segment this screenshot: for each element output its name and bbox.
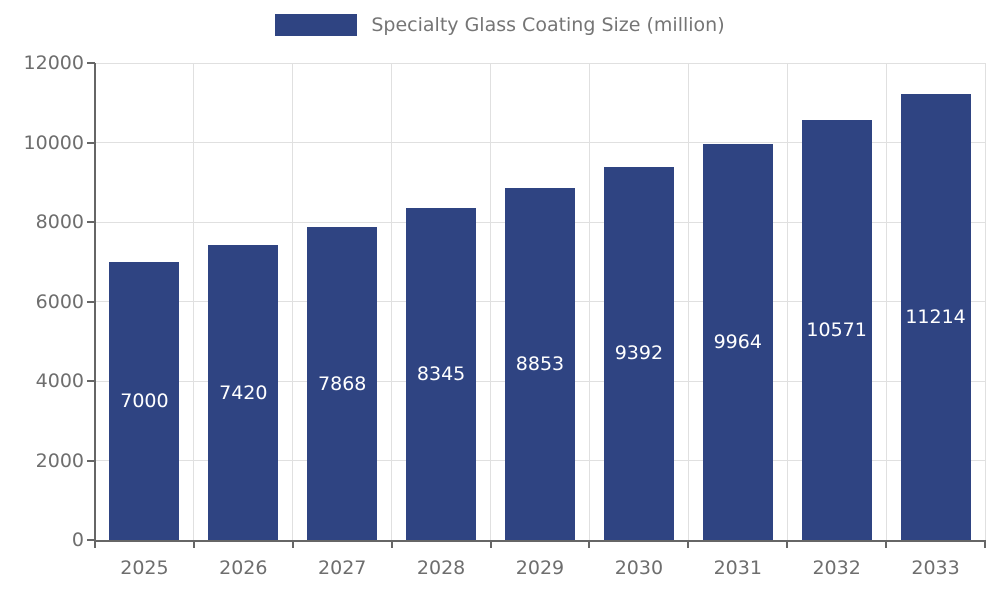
- bar-value-label: 8853: [515, 353, 565, 376]
- y-axis-tick-label: 12000: [23, 52, 84, 74]
- x-axis-tick: [786, 540, 789, 548]
- x-axis-tick: [687, 540, 690, 548]
- bar-value-label: 9392: [614, 342, 664, 365]
- y-axis-tick-label: 0: [71, 529, 84, 551]
- y-axis-tick-label: 10000: [23, 131, 84, 154]
- y-axis-tick: [87, 380, 95, 382]
- x-axis-tick-label: 2029: [515, 557, 565, 579]
- bar-value-label: 10571: [806, 318, 867, 341]
- gridline-vertical: [984, 63, 986, 540]
- y-axis-tick-label: 4000: [35, 370, 84, 392]
- x-axis-tick-label: 2031: [713, 557, 762, 579]
- plot-area: 7000 7420 7868 8345 8853 9392 9964 10571 11214: [95, 62, 986, 540]
- bar-value-label: 7868: [318, 372, 367, 395]
- x-axis-line: [94, 540, 986, 542]
- y-axis-tick-label: 8000: [35, 211, 84, 233]
- bar[interactable]: [208, 245, 279, 540]
- x-axis-tick-label: 2033: [911, 557, 960, 579]
- x-axis-tick-label: 2030: [614, 557, 664, 579]
- gridline-vertical: [193, 63, 195, 540]
- bar[interactable]: [406, 208, 477, 540]
- x-axis-tick: [192, 540, 195, 548]
- x-axis-tick: [390, 540, 393, 548]
- bar-value-label: 7000: [120, 389, 169, 412]
- bar[interactable]: [900, 94, 971, 540]
- bar-value-label: 7420: [219, 381, 268, 404]
- gridline-vertical: [786, 63, 788, 540]
- gridline-vertical: [391, 63, 393, 540]
- y-axis-tick: [87, 300, 95, 303]
- legend-swatch: [275, 14, 358, 36]
- bar-value-label: 11214: [905, 306, 966, 329]
- x-axis-tick: [984, 540, 986, 548]
- gridline-vertical: [588, 63, 590, 540]
- y-axis-tick-label: 6000: [35, 290, 84, 313]
- bar[interactable]: [801, 119, 872, 540]
- bar[interactable]: [109, 261, 180, 540]
- x-axis-tick-label: 2028: [416, 557, 466, 579]
- gridline-vertical: [490, 63, 492, 540]
- x-axis-tick-label: 2032: [812, 557, 861, 579]
- y-axis-tick: [87, 221, 95, 223]
- y-axis-tick: [87, 539, 95, 541]
- bar-value-label: 8345: [416, 363, 466, 386]
- x-axis-tick-label: 2027: [318, 557, 367, 579]
- legend-label: Specialty Glass Coating Size (million): [371, 14, 725, 36]
- x-axis-tick: [489, 540, 492, 548]
- bar[interactable]: [505, 188, 575, 540]
- y-axis-line: [94, 63, 96, 542]
- bar[interactable]: [307, 227, 378, 540]
- x-axis-tick: [588, 540, 591, 548]
- gridline-horizontal: [95, 62, 985, 64]
- x-axis-tick: [291, 540, 294, 548]
- bar[interactable]: [702, 143, 773, 540]
- bar-value-label: 9964: [713, 330, 762, 353]
- y-axis-tick: [87, 141, 95, 144]
- x-axis-tick: [885, 540, 888, 548]
- y-axis-tick: [87, 62, 95, 64]
- y-axis-tick: [87, 459, 95, 462]
- gridline-vertical: [292, 63, 294, 540]
- legend[interactable]: Specialty Glass Coating Size (million): [0, 14, 1000, 36]
- gridline-vertical: [885, 63, 887, 540]
- bar[interactable]: [603, 166, 674, 540]
- x-axis-tick-label: 2025: [120, 557, 169, 579]
- gridline-horizontal: [95, 142, 985, 143]
- y-axis-tick-label: 2000: [35, 449, 84, 472]
- x-axis-tick: [94, 540, 96, 548]
- x-axis-tick-label: 2026: [219, 557, 268, 579]
- gridline-vertical: [687, 63, 689, 540]
